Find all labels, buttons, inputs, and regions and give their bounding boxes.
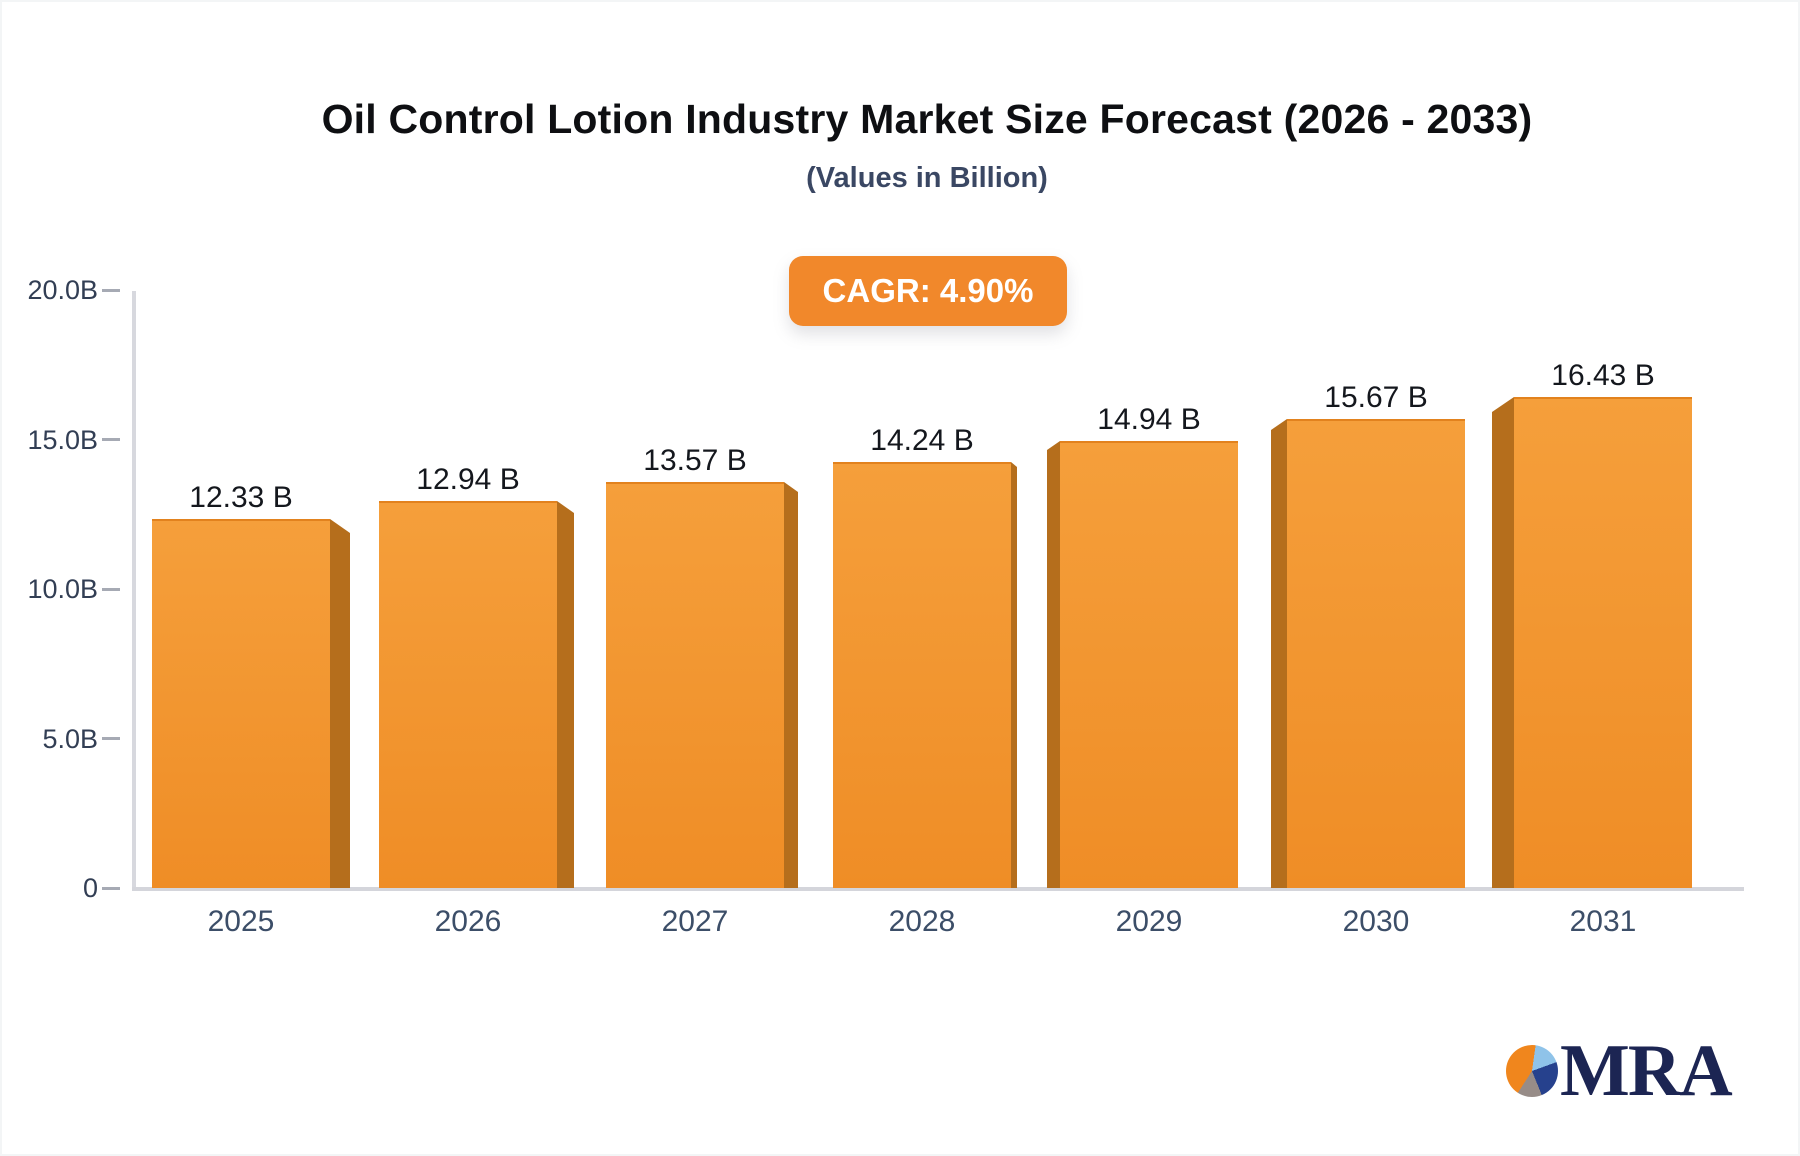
x-axis-label: 2028 xyxy=(888,905,956,938)
chart-title: Oil Control Lotion Industry Market Size … xyxy=(321,96,1533,142)
y-axis-label: 20.0B xyxy=(27,275,98,305)
bar-value-label: 16.43 B xyxy=(1551,359,1655,392)
mra-logo: MRA xyxy=(1506,1030,1733,1112)
y-axis-label: 15.0B xyxy=(27,424,98,455)
bar-3d-side xyxy=(1011,462,1017,888)
bar-2029 xyxy=(1060,441,1238,888)
x-axis-baseline xyxy=(132,887,1744,891)
cagr-badge-label: CAGR: 4.90% xyxy=(822,272,1034,309)
mra-pie-logo-icon xyxy=(1506,1045,1558,1097)
y-axis-tick xyxy=(102,737,120,740)
bar-2027 xyxy=(606,482,784,888)
chart-subtitle: (Values in Billion) xyxy=(806,162,1048,194)
bar-value-label: 14.24 B xyxy=(870,424,974,457)
bar-3d-side xyxy=(557,501,574,888)
bar-2028 xyxy=(833,462,1011,888)
y-axis-tick xyxy=(102,438,120,441)
y-axis-label: 10.0B xyxy=(27,574,98,604)
x-axis-label: 2030 xyxy=(1342,905,1410,938)
mra-logo-text: MRA xyxy=(1560,1030,1733,1112)
y-axis-label: 0 xyxy=(82,873,98,903)
x-axis-label: 2026 xyxy=(434,905,502,938)
bar-3d-side xyxy=(1271,419,1287,888)
y-axis-tick xyxy=(102,288,120,292)
y-axis-label: 5.0B xyxy=(42,723,98,754)
bar-value-label: 12.33 B xyxy=(189,481,293,514)
y-axis-line xyxy=(132,291,136,889)
bar-2030 xyxy=(1287,419,1465,888)
bar-value-label: 13.57 B xyxy=(643,444,747,477)
x-axis-label: 2031 xyxy=(1569,905,1637,938)
bar-value-label: 14.94 B xyxy=(1097,403,1201,436)
bar-3d-side xyxy=(1047,441,1060,888)
y-axis-tick xyxy=(102,587,120,591)
bar-3d-side xyxy=(330,519,350,888)
bar-value-label: 15.67 B xyxy=(1324,381,1428,414)
bar-value-label: 12.94 B xyxy=(416,463,520,496)
bar-3d-side xyxy=(1492,397,1514,888)
cagr-badge: CAGR: 4.90% xyxy=(789,256,1067,326)
bar-2025 xyxy=(152,519,330,888)
y-axis-tick xyxy=(102,886,120,890)
x-axis-label: 2029 xyxy=(1115,905,1183,938)
x-axis-label: 2027 xyxy=(661,905,729,938)
bar-3d-side xyxy=(784,482,798,888)
x-axis-label: 2025 xyxy=(207,905,275,938)
bar-2026 xyxy=(379,501,557,888)
bar-2031 xyxy=(1514,397,1692,888)
